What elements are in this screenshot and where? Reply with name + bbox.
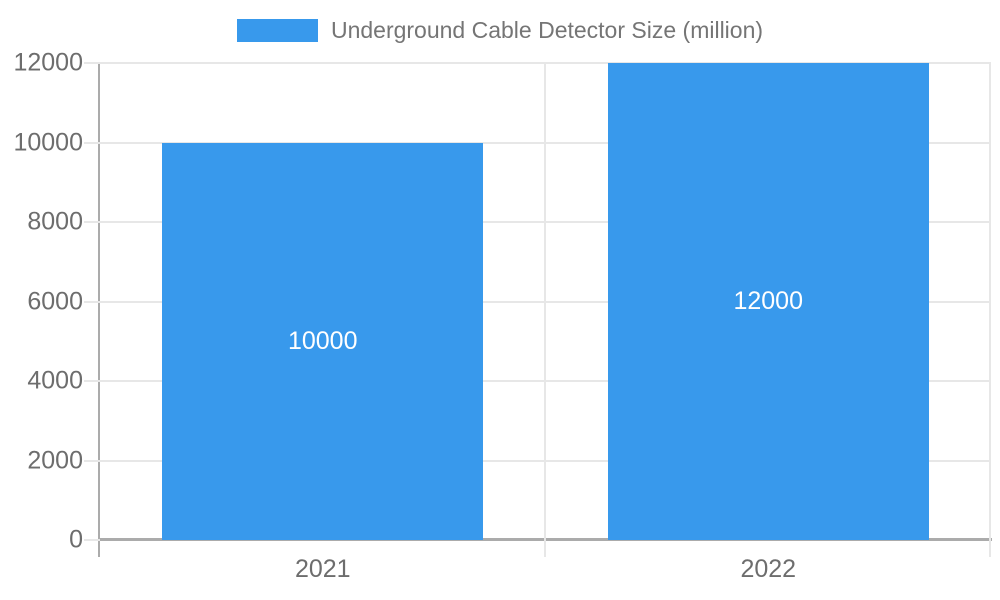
tick-y-0 (84, 539, 100, 541)
y-tick-label-8000: 8000 (27, 207, 83, 236)
gridline-y-2000 (84, 459, 991, 462)
legend-swatch (236, 19, 318, 42)
y-tick-label-6000: 6000 (27, 287, 83, 315)
y-tick-label-10000: 10000 (13, 128, 83, 156)
gridline-y-4000 (84, 380, 991, 382)
gridline-y-12000 (84, 62, 991, 64)
bar-value-label-2022: 12000 (733, 287, 803, 315)
legend-label: Underground Cable Detector Size (million… (330, 17, 764, 43)
x-axis-line (100, 538, 992, 541)
gridline-y-10000 (84, 141, 991, 144)
chart-legend[interactable]: Underground Cable Detector Size (million… (0, 19, 1000, 42)
gridline-y-8000 (84, 221, 991, 223)
gridline-x-boundary (543, 63, 546, 557)
bar-value-label-2021: 10000 (287, 326, 358, 355)
y-tick-label-4000: 4000 (27, 366, 83, 395)
y-tick-label-12000: 12000 (13, 48, 83, 77)
y-tick-label-2000: 2000 (27, 446, 83, 474)
x-tick-label-2022: 2022 (740, 555, 797, 583)
bar-2022[interactable]: 12000 (607, 63, 929, 540)
y-axis-line (98, 63, 100, 557)
x-tick-label-2021: 2021 (294, 555, 351, 583)
bar-2021[interactable]: 10000 (162, 142, 484, 540)
y-tick-label-0: 0 (69, 525, 83, 554)
plot-area: 0 2000 4000 6000 8000 10000 12000 10000 2021 1200… (13, 50, 992, 582)
gridline-y-6000 (84, 300, 991, 303)
plot-right-border (989, 63, 991, 557)
